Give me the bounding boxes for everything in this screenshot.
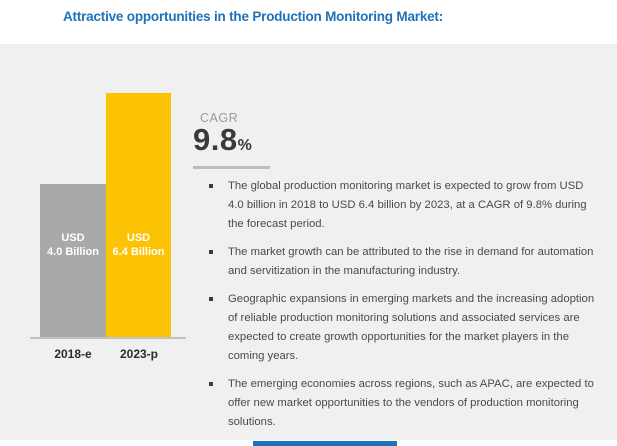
- percent-sign: %: [237, 137, 253, 154]
- x-axis-label-2023: 2023-p: [119, 347, 159, 361]
- x-axis-label-2018: 2018-e: [54, 347, 92, 361]
- bar-2018: USD 4.0 Billion: [40, 184, 106, 337]
- market-size-bar-chart: USD 4.0 Billion USD 6.4 Billion: [30, 87, 186, 339]
- content-panel: USD 4.0 Billion USD 6.4 Billion 2018-e 2…: [0, 44, 617, 440]
- footer-accent-bar: [253, 441, 397, 446]
- cagr-label: CAGR: [200, 111, 239, 125]
- bullet-text: The global production monitoring market …: [228, 180, 587, 230]
- cagr-underline: [193, 166, 270, 169]
- bullet-text: Geographic expansions in emerging market…: [228, 293, 595, 362]
- list-item: The global production monitoring market …: [208, 177, 596, 234]
- bar-2023: USD 6.4 Billion: [106, 93, 171, 337]
- bullet-text: The emerging economies across regions, s…: [228, 378, 594, 428]
- list-item: Geographic expansions in emerging market…: [208, 290, 596, 366]
- cagr-value: 9.8%: [193, 122, 253, 157]
- bullet-text: The market growth can be attributed to t…: [228, 246, 594, 277]
- page-title: Attractive opportunities in the Producti…: [62, 9, 444, 24]
- x-axis-labels: 2018-e 2023-p: [30, 347, 186, 363]
- list-item: The emerging economies across regions, s…: [208, 375, 596, 432]
- key-points-list: The global production monitoring market …: [208, 177, 596, 441]
- bullet-square-icon: [209, 382, 213, 386]
- bullet-square-icon: [209, 184, 213, 188]
- bar-value-label-2023: USD 6.4 Billion: [112, 232, 165, 258]
- bar-value-label-2018: USD 4.0 Billion: [47, 232, 99, 258]
- chart-baseline: [30, 337, 186, 339]
- list-item: The market growth can be attributed to t…: [208, 243, 596, 281]
- bullet-square-icon: [209, 250, 213, 254]
- bullet-square-icon: [209, 297, 213, 301]
